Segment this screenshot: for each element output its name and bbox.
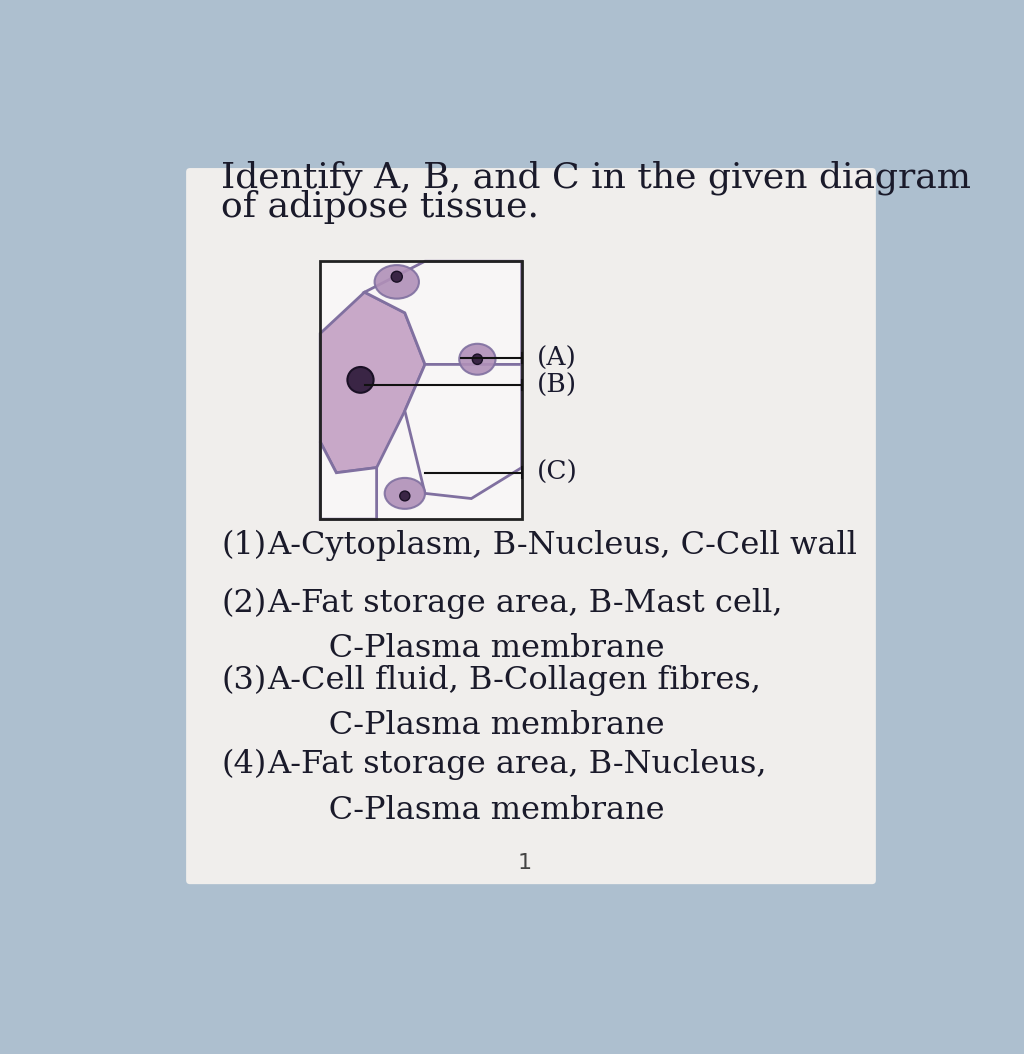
Ellipse shape <box>399 491 410 501</box>
Text: (B): (B) <box>538 372 578 397</box>
Text: (2): (2) <box>221 588 266 619</box>
Ellipse shape <box>347 367 374 393</box>
Ellipse shape <box>459 344 496 375</box>
Text: A-Fat storage area, B-Mast cell,
      C-Plasma membrane: A-Fat storage area, B-Mast cell, C-Plasm… <box>267 588 783 664</box>
Ellipse shape <box>375 266 419 298</box>
Polygon shape <box>365 261 521 365</box>
Polygon shape <box>321 442 377 520</box>
Ellipse shape <box>385 477 425 509</box>
Bar <box>321 261 521 520</box>
Text: A-Cell fluid, B-Collagen fibres,
      C-Plasma membrane: A-Cell fluid, B-Collagen fibres, C-Plasm… <box>267 665 762 741</box>
Text: of adipose tissue.: of adipose tissue. <box>221 190 539 223</box>
Ellipse shape <box>472 354 482 365</box>
Text: A-Fat storage area, B-Nucleus,
      C-Plasma membrane: A-Fat storage area, B-Nucleus, C-Plasma … <box>267 749 767 826</box>
FancyBboxPatch shape <box>186 168 876 884</box>
Bar <box>321 261 521 520</box>
Text: (A): (A) <box>538 346 578 370</box>
Text: (4): (4) <box>221 749 266 780</box>
Text: Identify A, B, and C in the given diagram: Identify A, B, and C in the given diagra… <box>221 160 971 195</box>
Text: (C): (C) <box>538 461 579 485</box>
Text: (1): (1) <box>221 530 266 561</box>
Text: A-Cytoplasm, B-Nucleus, C-Cell wall: A-Cytoplasm, B-Nucleus, C-Cell wall <box>267 530 857 561</box>
Polygon shape <box>321 292 425 473</box>
Ellipse shape <box>391 271 402 282</box>
Polygon shape <box>404 365 521 499</box>
Text: 1: 1 <box>518 854 531 874</box>
Text: (3): (3) <box>221 665 266 696</box>
